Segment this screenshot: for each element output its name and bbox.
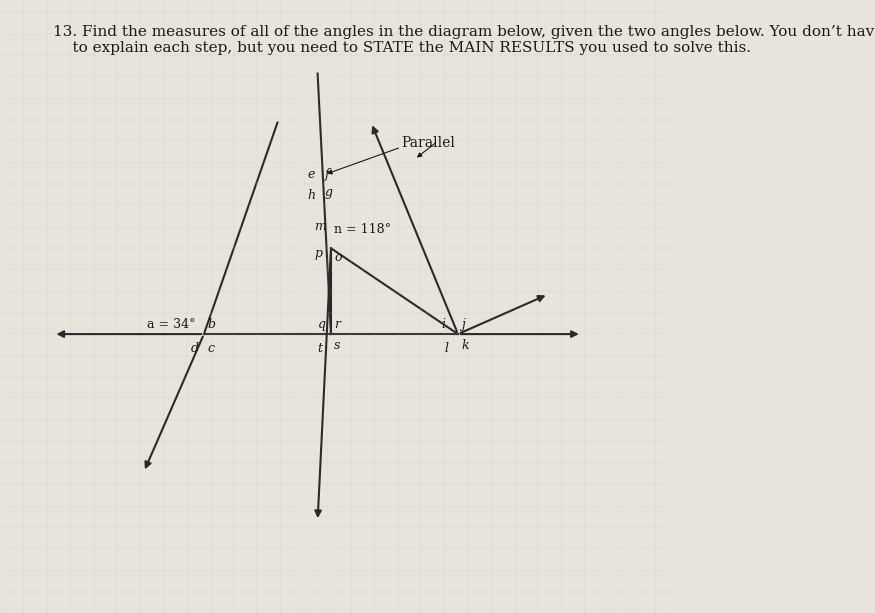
Text: 13. Find the measures of all of the angles in the diagram below, given the two a: 13. Find the measures of all of the angl… bbox=[53, 25, 875, 55]
Text: h: h bbox=[308, 189, 316, 202]
Text: t: t bbox=[318, 343, 323, 356]
Text: o: o bbox=[334, 251, 342, 264]
Text: r: r bbox=[334, 318, 340, 331]
Text: m: m bbox=[314, 220, 326, 233]
Text: c: c bbox=[207, 343, 214, 356]
Text: i: i bbox=[441, 318, 445, 331]
Text: k: k bbox=[461, 340, 469, 352]
Text: Parallel: Parallel bbox=[401, 136, 455, 150]
Text: l: l bbox=[444, 343, 449, 356]
Text: b: b bbox=[207, 318, 215, 331]
Text: s: s bbox=[334, 340, 340, 352]
Text: a = 34°: a = 34° bbox=[147, 318, 196, 331]
Text: q: q bbox=[318, 318, 326, 331]
Text: p: p bbox=[314, 248, 322, 261]
Text: j: j bbox=[461, 318, 466, 331]
Text: e: e bbox=[308, 168, 315, 181]
Text: f: f bbox=[325, 168, 329, 181]
Text: d: d bbox=[191, 343, 199, 356]
Text: n = 118°: n = 118° bbox=[334, 223, 391, 236]
Text: g: g bbox=[325, 186, 332, 199]
